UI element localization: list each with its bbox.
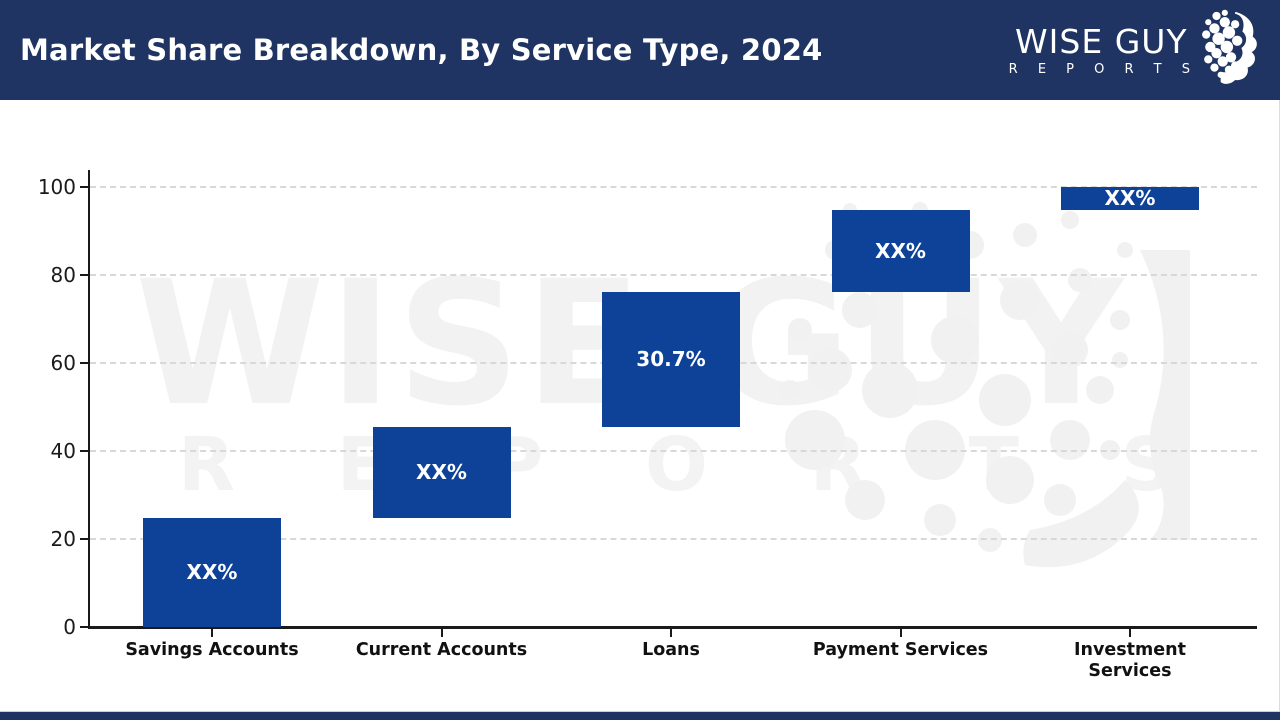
gridline-80 xyxy=(90,274,1257,276)
brand-logo: WISE GUY R E P O R T S xyxy=(1005,8,1262,92)
y-axis-line xyxy=(88,170,90,629)
x-axis-label: Current Accounts xyxy=(355,640,528,660)
bar-label: XX% xyxy=(875,238,926,263)
y-tick-label: 100 xyxy=(37,175,76,199)
y-tick-label: 20 xyxy=(50,527,76,551)
y-tick-label: 0 xyxy=(63,615,76,639)
y-tick-label: 80 xyxy=(50,263,76,287)
x-tick-1 xyxy=(211,629,213,637)
y-tick-20 xyxy=(80,538,88,540)
bar-4: XX% xyxy=(831,209,970,292)
y-tick-0 xyxy=(80,626,88,628)
brand-sub-text: R E P O R T S xyxy=(1008,61,1198,77)
y-tick-label: 40 xyxy=(50,439,76,463)
x-axis-line xyxy=(88,626,1257,629)
wiseguy-head-icon xyxy=(1200,8,1262,92)
bar-2: XX% xyxy=(372,426,511,518)
chart-title: Market Share Breakdown, By Service Type,… xyxy=(20,33,823,67)
x-tick-2 xyxy=(440,629,443,637)
header-bar: Market Share Breakdown, By Service Type,… xyxy=(0,0,1280,100)
y-tick-60 xyxy=(80,362,88,364)
bar-label: XX% xyxy=(416,460,467,485)
bar-label: XX% xyxy=(186,560,238,585)
x-tick-5 xyxy=(1129,629,1131,637)
x-axis-label: Investment Services xyxy=(1074,640,1186,681)
y-tick-label: 60 xyxy=(50,351,76,375)
x-axis-label: Payment Services xyxy=(812,640,989,660)
bar-3: 30.7% xyxy=(602,291,740,427)
x-tick-3 xyxy=(670,629,672,637)
bar-label: 30.7% xyxy=(636,347,706,372)
bar-label: XX% xyxy=(1104,186,1156,211)
gridline-20 xyxy=(90,538,1257,540)
bar-1: XX% xyxy=(143,517,281,627)
y-tick-80 xyxy=(80,274,88,276)
brand-name-text: WISE GUY xyxy=(1015,21,1188,61)
x-tick-4 xyxy=(899,629,902,637)
bar-5: XX% xyxy=(1061,186,1199,211)
x-axis-label: Loans xyxy=(642,640,700,660)
gridline-40 xyxy=(90,450,1257,452)
y-tick-100 xyxy=(80,186,88,188)
brand-wordmark: WISE GUY R E P O R T S xyxy=(1005,25,1198,76)
footer-bar xyxy=(0,711,1280,720)
plot-area: 0 20 40 60 80 100 XX% Savings Accounts XX% Curren… xyxy=(0,100,1280,711)
watermark-head-pattern xyxy=(770,190,1190,580)
y-tick-40 xyxy=(80,450,88,452)
gridline-100 xyxy=(90,186,1257,188)
x-axis-label: Savings Accounts xyxy=(125,640,299,660)
